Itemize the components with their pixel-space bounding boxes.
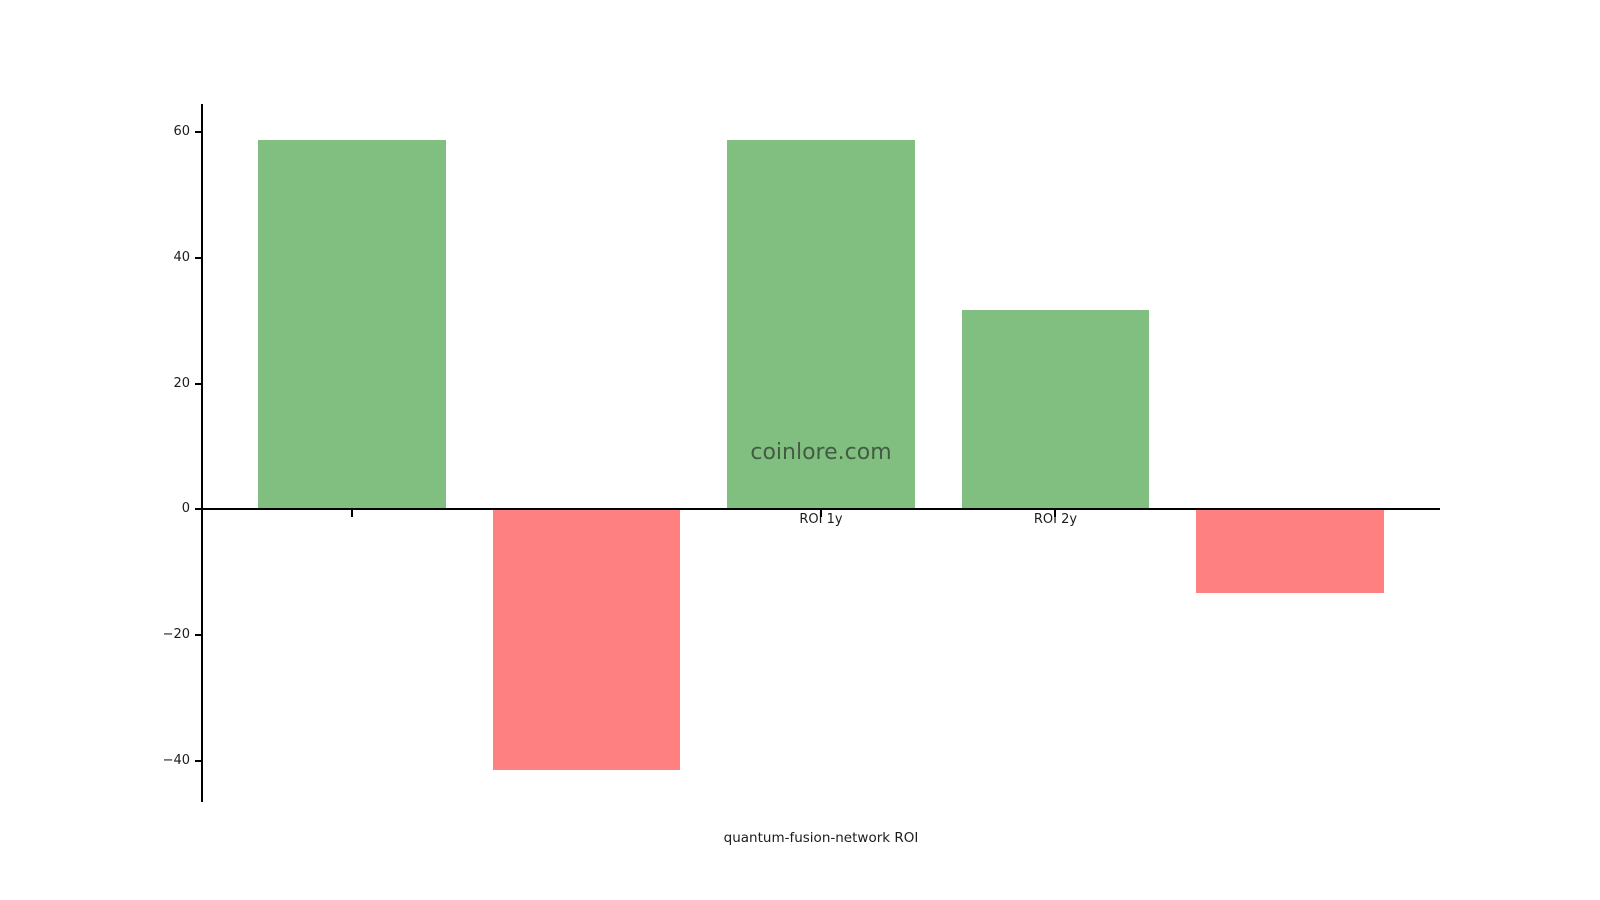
bar [1196,509,1384,594]
y-axis-tick-label: −20 [162,626,190,642]
plot-area: coinlore.com 60 40 20 0 −20 −40 ROI 1y ROI 2y [163,104,1440,802]
x-axis-title: quantum-fusion-network ROI [723,830,919,846]
y-axis-tick-label: 20 [173,375,190,391]
y-axis-tick-label: 0 [181,501,190,517]
y-axis-tick-label: 40 [173,249,190,265]
y-axis-tick [195,382,201,385]
y-axis-tick [195,256,201,259]
bar [492,509,681,770]
y-axis-line [201,104,203,802]
x-axis-tick [351,509,354,518]
x-axis-tick-label: ROI 2y [1033,512,1078,528]
y-axis-tick [195,131,201,134]
x-axis-tick [1054,509,1057,518]
watermark-text: coinlore.com [750,440,892,465]
x-axis-tick [820,509,822,518]
y-axis-tick-label: 60 [173,124,190,140]
y-axis-tick [195,633,201,636]
bar [727,140,915,510]
x-axis-tick-label: ROI 1y [799,512,843,528]
y-axis-tick-label: −40 [162,752,190,768]
bar [961,310,1150,510]
y-axis-tick [195,759,201,762]
bar [258,140,446,510]
y-axis-tick [195,508,201,511]
